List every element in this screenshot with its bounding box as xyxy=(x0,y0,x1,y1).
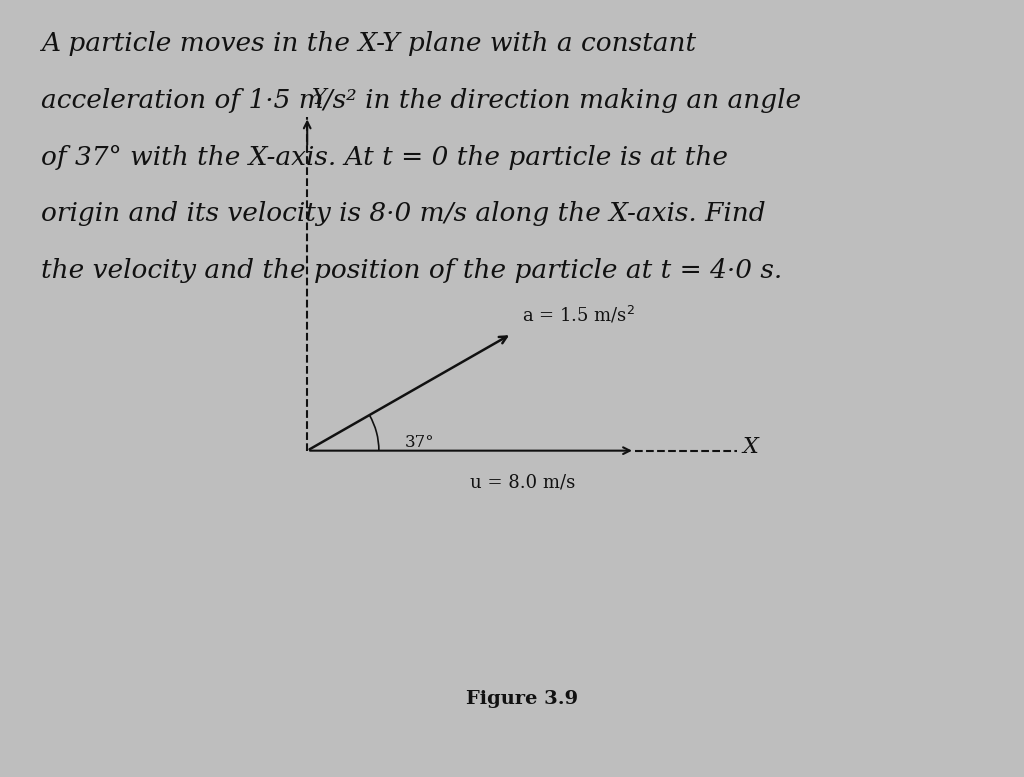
Text: Y: Y xyxy=(312,87,327,109)
Text: acceleration of 1·5 m/s² in the direction making an angle: acceleration of 1·5 m/s² in the directio… xyxy=(41,88,801,113)
Text: origin and its velocity is 8·0 m/s along the X-axis. Find: origin and its velocity is 8·0 m/s along… xyxy=(41,201,766,226)
Text: u = 8.0 m/s: u = 8.0 m/s xyxy=(470,474,574,492)
Text: X: X xyxy=(742,436,759,458)
Text: a = 1.5 m/s$^2$: a = 1.5 m/s$^2$ xyxy=(522,305,635,326)
Text: 37°: 37° xyxy=(404,434,434,451)
Text: the velocity and the position of the particle at t = 4·0 s.: the velocity and the position of the par… xyxy=(41,258,782,283)
Text: of 37° with the X-axis. At t = 0 the particle is at the: of 37° with the X-axis. At t = 0 the par… xyxy=(41,145,728,169)
Text: Figure 3.9: Figure 3.9 xyxy=(466,690,579,709)
Text: A particle moves in the X-Y plane with a constant: A particle moves in the X-Y plane with a… xyxy=(41,31,696,56)
